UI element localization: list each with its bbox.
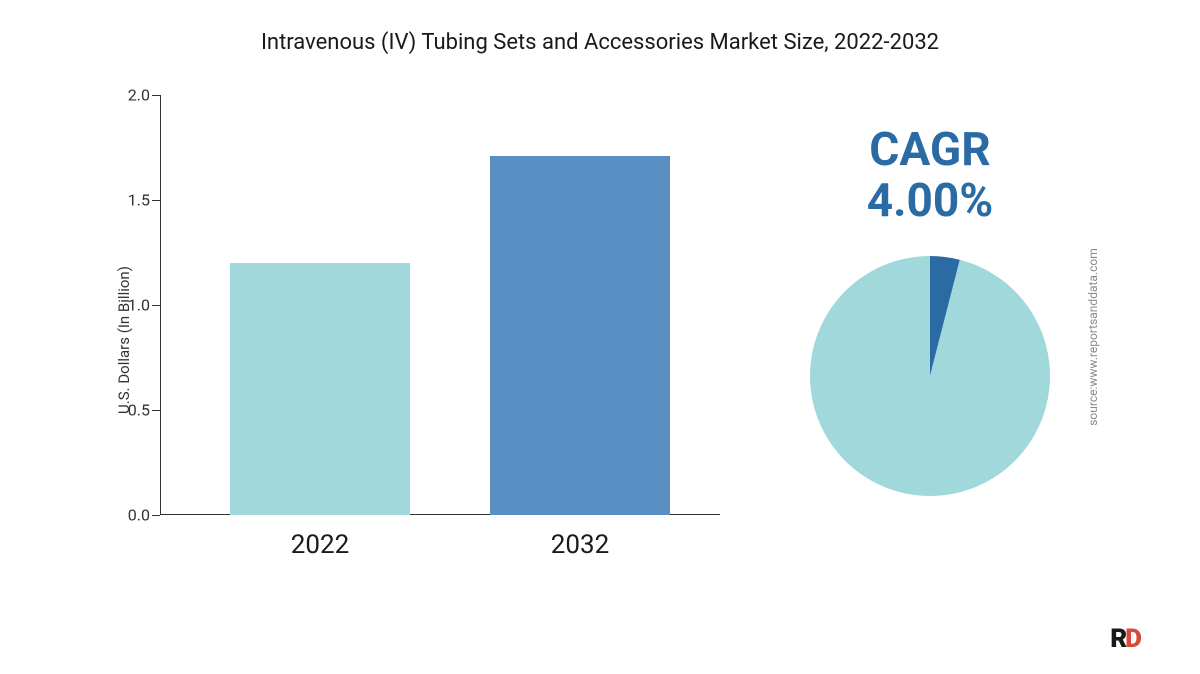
plot-area: 0.00.51.01.52.020222032 [160,95,720,515]
y-axis-line [160,95,161,515]
x-category-label: 2032 [551,530,609,560]
y-tick-label: 1.5 [115,191,150,210]
logo-d: D [1125,624,1140,654]
bar-chart-area: U.S. Dollars (In Billion) 0.00.51.01.52.… [60,85,740,595]
brand-logo: RD [1110,624,1140,654]
bar [230,263,410,515]
x-category-label: 2022 [291,530,349,560]
bar [490,156,670,515]
y-tick [152,410,160,411]
y-tick-label: 2.0 [115,86,150,105]
y-tick [152,305,160,306]
y-tick [152,515,160,516]
y-tick-label: 0.5 [115,401,150,420]
chart-title: Intravenous (IV) Tubing Sets and Accesso… [60,30,1140,55]
content-row: U.S. Dollars (In Billion) 0.00.51.01.52.… [60,85,1140,625]
y-tick-label: 1.0 [115,296,150,315]
cagr-label: CAGR [869,125,990,176]
logo-r: R [1110,624,1125,654]
chart-container: Intravenous (IV) Tubing Sets and Accesso… [0,0,1200,674]
cagr-value: 4.00% [867,176,994,227]
y-tick-label: 0.0 [115,506,150,525]
pie-chart [810,256,1050,496]
cagr-panel: CAGR 4.00% [740,85,1120,496]
y-axis-label: U.S. Dollars (In Billion) [115,266,133,414]
pie-slice [810,256,1050,496]
y-tick [152,200,160,201]
y-tick [152,95,160,96]
source-attribution: source:www.reportsanddata.com [1086,248,1100,426]
